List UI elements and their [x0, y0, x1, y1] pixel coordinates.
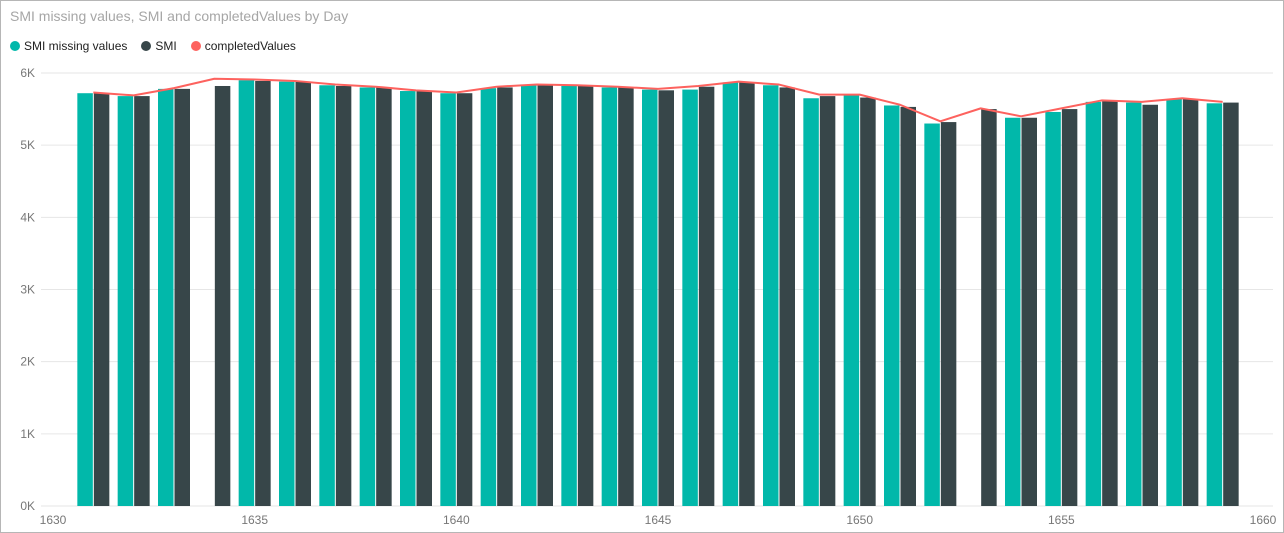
bar-smi[interactable]	[457, 93, 473, 506]
bar-smi-missing-values[interactable]	[1045, 112, 1061, 506]
bar-smi[interactable]	[296, 82, 312, 506]
bar-smi-missing-values[interactable]	[763, 85, 779, 506]
bar-smi[interactable]	[376, 87, 392, 506]
bar-smi[interactable]	[699, 87, 715, 506]
bar-smi-missing-values[interactable]	[521, 85, 537, 506]
y-axis-label: 4K	[20, 210, 35, 224]
bar-smi-missing-values[interactable]	[682, 90, 698, 506]
x-axis-labels: 1630 1635 1640 1645 1650 1655 1660	[40, 513, 1277, 527]
bar-smi-missing-values[interactable]	[400, 91, 416, 506]
bar-smi[interactable]	[1223, 103, 1239, 506]
bar-smi-missing-values[interactable]	[884, 105, 900, 506]
bar-smi[interactable]	[780, 87, 796, 506]
bar-smi[interactable]	[94, 93, 110, 506]
bar-smi-missing-values[interactable]	[602, 87, 618, 506]
bar-smi[interactable]	[1183, 99, 1199, 506]
y-axis-label: 3K	[20, 283, 35, 297]
bar-smi[interactable]	[618, 87, 634, 506]
bar-smi[interactable]	[860, 98, 876, 506]
bar-smi[interactable]	[336, 86, 352, 506]
x-axis-label: 1630	[40, 513, 67, 527]
bar-smi[interactable]	[578, 86, 594, 506]
legend-item-completedvalues[interactable]: completedValues	[191, 39, 296, 53]
chart-legend: SMI missing values SMI completedValues	[10, 39, 310, 53]
bar-smi-missing-values[interactable]	[360, 87, 376, 506]
bar-smi-missing-values[interactable]	[924, 124, 940, 506]
y-axis-label: 1K	[20, 427, 35, 441]
bar-smi[interactable]	[1062, 109, 1078, 506]
bar-smi-missing-values[interactable]	[440, 93, 456, 506]
bar-smi[interactable]	[981, 109, 997, 506]
bar-smi[interactable]	[1102, 101, 1118, 506]
bar-smi[interactable]	[941, 122, 957, 506]
bar-smi-missing-values[interactable]	[1126, 103, 1142, 506]
bar-smi-missing-values[interactable]	[118, 96, 133, 506]
bar-smi[interactable]	[417, 91, 433, 506]
bar-smi-missing-values[interactable]	[481, 88, 497, 506]
x-axis-label: 1650	[846, 513, 873, 527]
legend-dot	[191, 41, 201, 51]
x-axis-label: 1655	[1048, 513, 1075, 527]
bar-smi-missing-values[interactable]	[1005, 118, 1021, 506]
legend-label: SMI missing values	[24, 39, 127, 53]
legend-item-smi-missing-values[interactable]: SMI missing values	[10, 39, 127, 53]
bar-smi-missing-values[interactable]	[561, 86, 577, 506]
bar-smi-missing-values[interactable]	[1166, 99, 1182, 506]
bar-smi[interactable]	[739, 82, 755, 506]
legend-label: completedValues	[205, 39, 296, 53]
x-axis-label: 1640	[443, 513, 470, 527]
bar-smi-missing-values[interactable]	[319, 85, 335, 506]
legend-dot	[10, 41, 20, 51]
bar-smi[interactable]	[538, 85, 554, 506]
bar-smi[interactable]	[1143, 105, 1159, 506]
bar-smi[interactable]	[175, 89, 191, 506]
bar-smi[interactable]	[659, 90, 675, 506]
y-axis-label: 5K	[20, 138, 35, 152]
bar-smi[interactable]	[215, 86, 231, 506]
x-axis-label: 1660	[1250, 513, 1277, 527]
bar-smi-missing-values[interactable]	[158, 89, 174, 506]
bar-smi[interactable]	[901, 107, 917, 506]
bar-groups	[77, 80, 1238, 506]
bar-smi-missing-values[interactable]	[239, 80, 255, 506]
y-axis-label: 0K	[20, 499, 35, 513]
chart-visual: 0K1K2K3K4K5K6K16301635164016451650165516…	[0, 0, 1284, 533]
bar-smi[interactable]	[820, 96, 836, 506]
legend-item-smi[interactable]: SMI	[141, 39, 176, 53]
bar-smi[interactable]	[255, 81, 271, 506]
y-axis-label: 6K	[20, 66, 35, 80]
chart-title: SMI missing values, SMI and completedVal…	[10, 8, 348, 24]
bar-smi[interactable]	[134, 96, 150, 506]
bar-smi-missing-values[interactable]	[642, 90, 658, 506]
bar-smi[interactable]	[1022, 118, 1038, 506]
legend-label: SMI	[155, 39, 176, 53]
bar-smi-missing-values[interactable]	[1086, 102, 1102, 506]
bar-smi-missing-values[interactable]	[844, 95, 860, 506]
bar-smi-missing-values[interactable]	[723, 82, 739, 506]
bar-smi-missing-values[interactable]	[279, 82, 295, 506]
legend-dot	[141, 41, 151, 51]
plot-area: 0K1K2K3K4K5K6K16301635164016451650165516…	[1, 1, 1284, 533]
bar-smi-missing-values[interactable]	[77, 93, 93, 506]
x-axis-label: 1645	[645, 513, 672, 527]
bar-smi-missing-values[interactable]	[803, 98, 819, 506]
bar-smi-missing-values[interactable]	[1207, 103, 1223, 506]
y-axis-label: 2K	[20, 355, 35, 369]
x-axis-label: 1635	[241, 513, 268, 527]
bar-smi[interactable]	[497, 87, 512, 506]
